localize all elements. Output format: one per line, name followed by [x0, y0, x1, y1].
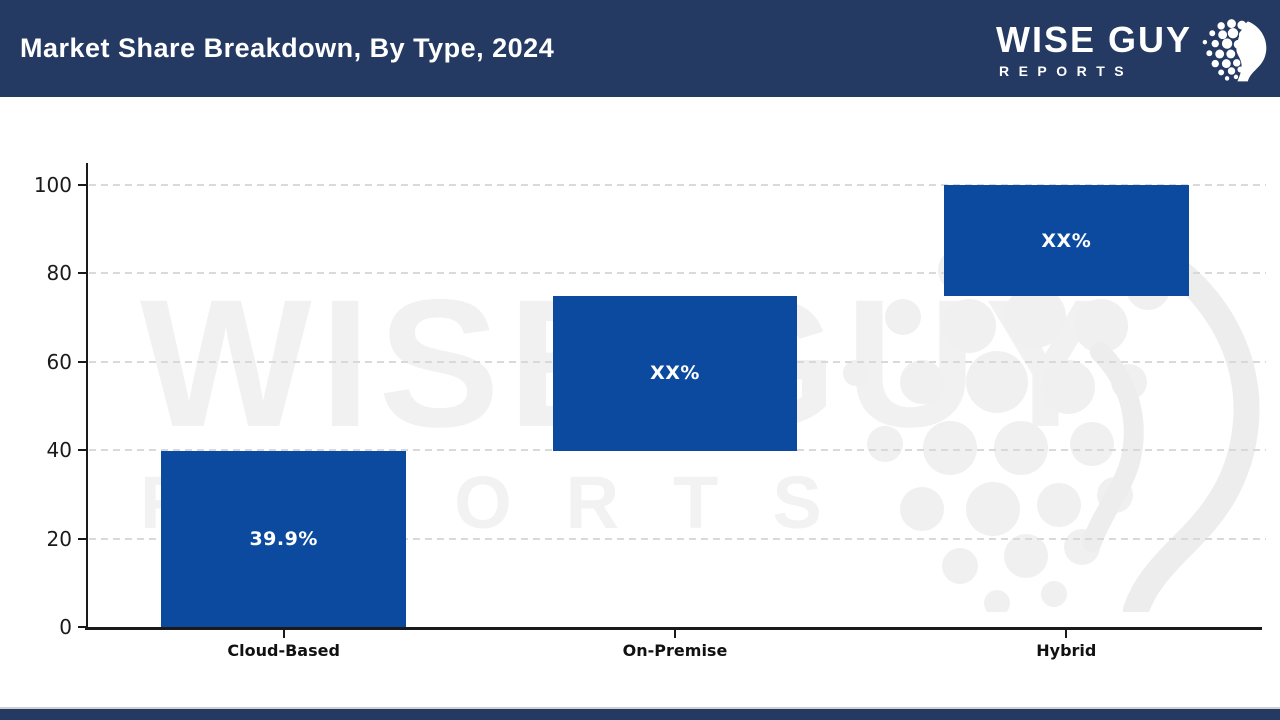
x-axis-category-label: On-Premise [622, 641, 728, 660]
x-tick-mark [282, 630, 285, 638]
wiseguy-face-icon [1202, 18, 1267, 81]
x-tick-mark [1065, 630, 1068, 638]
footer-bar [0, 707, 1280, 720]
y-tick-label: 60 [46, 349, 72, 374]
bar-value-label: XX% [1041, 229, 1092, 252]
gridline [89, 537, 1266, 540]
y-tick-label: 20 [46, 526, 72, 551]
y-tick-label: 80 [46, 261, 72, 286]
page-title: Market Share Breakdown, By Type, 2024 [20, 33, 555, 63]
x-axis-line [85, 627, 1262, 630]
y-tick-label: 0 [59, 615, 72, 639]
x-axis-category-label: Cloud-Based [227, 641, 340, 660]
bar-segment: XX% [552, 295, 798, 451]
y-tick-label: 100 [33, 173, 72, 197]
x-axis-category-label: Hybrid [1036, 641, 1097, 660]
bar-value-label: XX% [650, 362, 700, 385]
y-tick-mark [78, 184, 86, 186]
y-axis-line [86, 163, 88, 629]
y-tick-mark [78, 272, 86, 275]
y-tick-mark [78, 360, 86, 363]
wiseguy-logo: WISE GUY REPORTS [996, 6, 1270, 92]
x-tick-mark [674, 630, 676, 638]
bar-segment: XX% [944, 185, 1189, 296]
y-tick-mark [78, 537, 86, 540]
y-tick-mark [78, 449, 86, 452]
y-tick-label: 40 [46, 438, 72, 463]
bar-value-label: 39.9% [249, 527, 318, 550]
header-bar: Market Share Breakdown, By Type, 2024 WI… [0, 0, 1280, 97]
logo-wordmark: WISE GUY [995, 18, 1192, 60]
logo-subtitle: REPORTS [998, 62, 1134, 79]
wiseguy-logo-text: WISE GUY REPORTS [995, 18, 1192, 79]
bar-segment: 39.9% [161, 450, 406, 627]
y-tick-mark [78, 626, 86, 628]
gridline [89, 184, 1266, 186]
gridline [89, 272, 1266, 275]
